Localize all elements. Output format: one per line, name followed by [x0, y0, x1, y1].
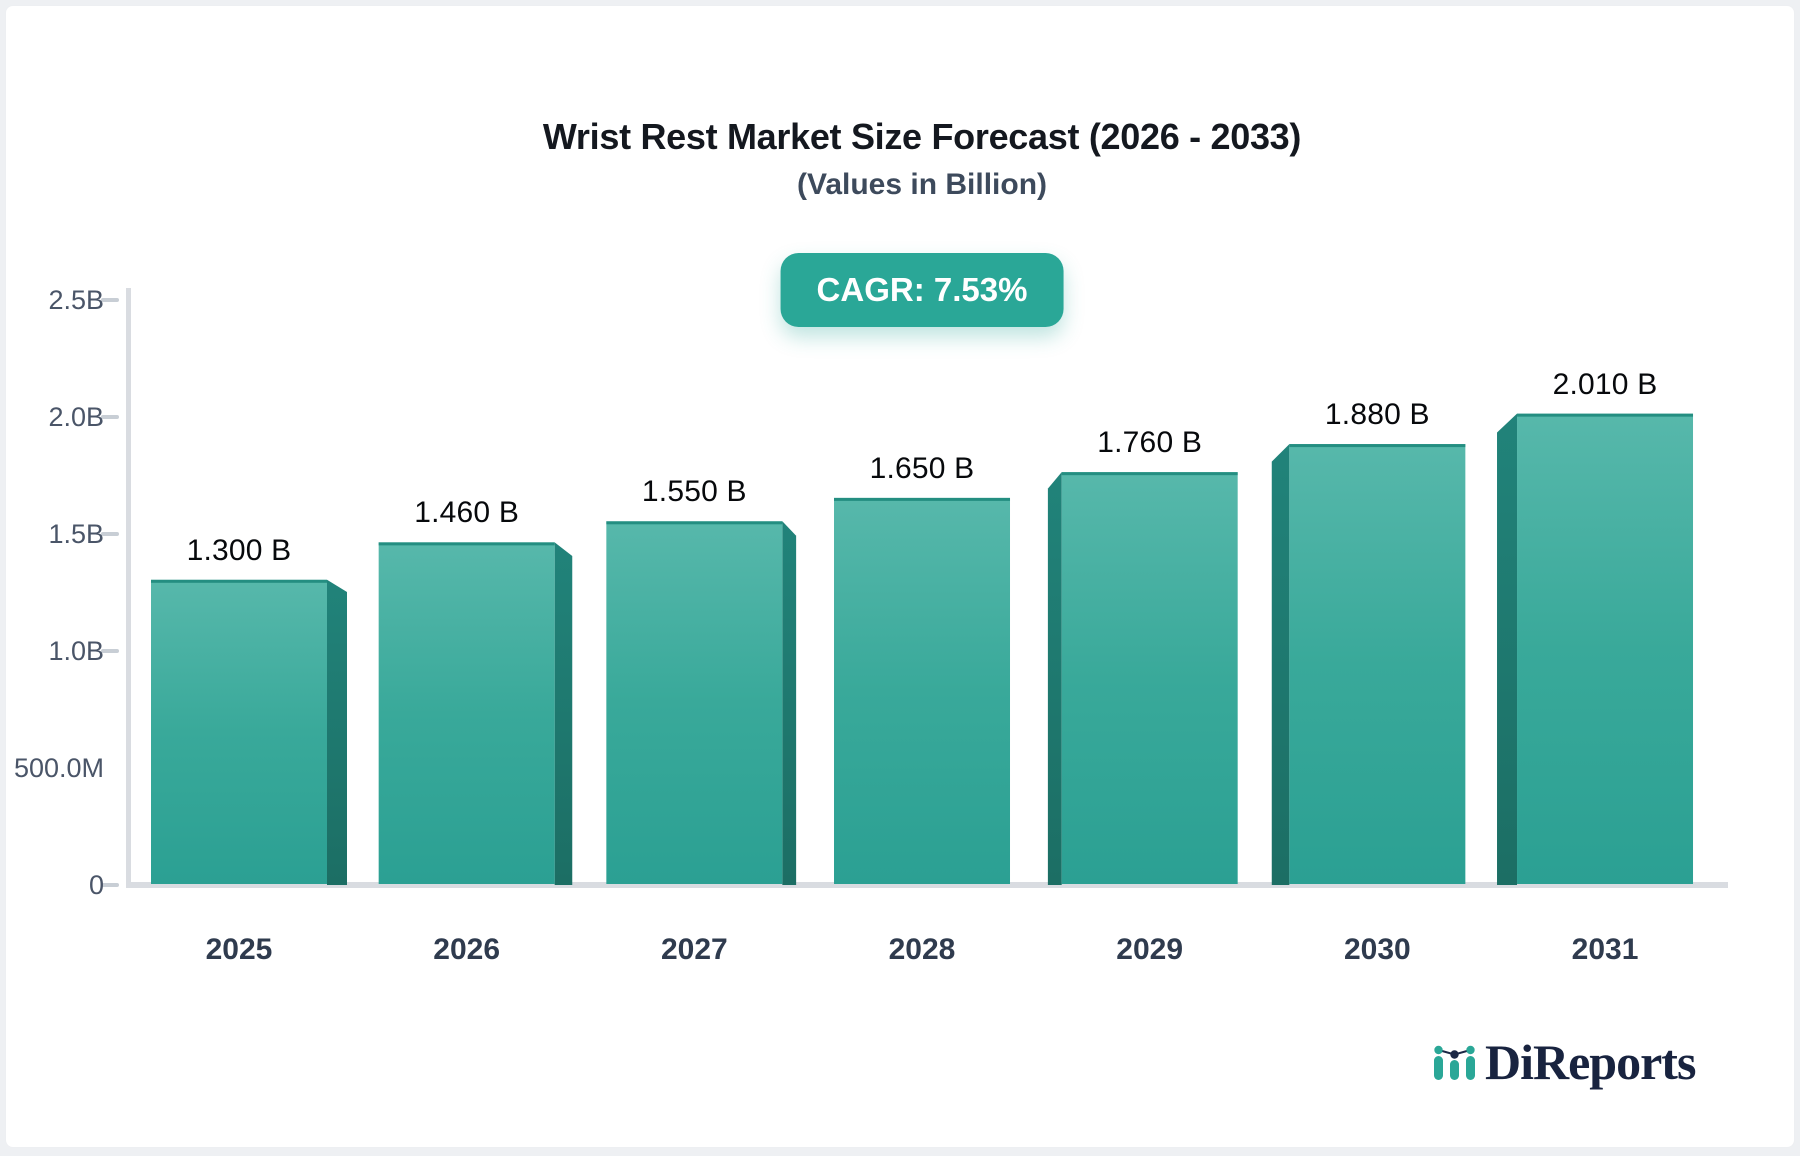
bar — [1289, 444, 1466, 884]
bar-chart-logo-icon — [1434, 1045, 1475, 1080]
y-axis-label: 2.0B — [48, 402, 104, 432]
y-axis-label: 0 — [88, 870, 104, 900]
bar-value-label: 1.300 B — [186, 533, 292, 567]
bar-top-edge — [1289, 444, 1466, 448]
x-axis-label: 2025 — [205, 933, 273, 966]
bar — [151, 579, 327, 884]
bar — [834, 497, 1011, 884]
bar — [1517, 413, 1694, 884]
bar-top-edge — [1517, 413, 1694, 417]
bar-side-face — [327, 579, 347, 885]
bar-top-edge — [606, 521, 783, 525]
chart-title: Wrist Rest Market Size Forecast (2026 - … — [542, 116, 1302, 157]
x-axis-label: 2030 — [1343, 933, 1411, 966]
y-axis-label: 2.5B — [48, 285, 104, 315]
x-axis-label: 2029 — [1116, 933, 1184, 966]
bar-side-face — [1271, 444, 1290, 885]
bar-top-edge — [1061, 472, 1238, 476]
bar-top-edge — [151, 579, 327, 583]
chart-subtitle: (Values in Billion) — [796, 168, 1048, 201]
y-axis-tick — [101, 883, 119, 887]
x-axis-label: 2027 — [660, 933, 728, 966]
bar-value-label: 1.880 B — [1324, 398, 1430, 432]
y-axis-line — [126, 288, 131, 888]
bar — [606, 521, 783, 884]
y-axis-label: 1.0B — [48, 636, 104, 666]
bar-value-label: 2.010 B — [1552, 367, 1658, 401]
bar-side-face — [554, 542, 573, 885]
bar-top-edge — [378, 542, 555, 546]
bar — [1061, 472, 1238, 884]
bar-side-face — [782, 521, 797, 885]
bar-value-label: 1.760 B — [1097, 426, 1203, 460]
cagr-badge: CAGR: 7.53% — [780, 253, 1064, 327]
y-axis-label: 1.5B — [48, 519, 104, 549]
x-axis-baseline — [126, 882, 1728, 888]
y-axis-tick — [101, 415, 119, 419]
direports-logo: DiReports — [1432, 1034, 1696, 1090]
x-axis-label: 2031 — [1571, 933, 1639, 966]
bar-value-label: 1.460 B — [414, 496, 520, 530]
bar-top-edge — [834, 497, 1011, 501]
y-axis-tick — [101, 532, 119, 536]
x-axis-label: 2026 — [433, 933, 501, 966]
logo-text: DiReports — [1485, 1034, 1696, 1090]
x-axis-label: 2028 — [888, 933, 956, 966]
y-axis-label: 500.0M — [13, 753, 104, 783]
bar-side-face — [1497, 413, 1518, 885]
bar — [378, 542, 555, 884]
y-axis-tick — [101, 649, 119, 653]
bar-value-label: 1.550 B — [641, 475, 747, 509]
bar-side-face — [1047, 472, 1062, 885]
bar-value-label: 1.650 B — [869, 451, 975, 485]
y-axis-tick — [101, 298, 119, 302]
